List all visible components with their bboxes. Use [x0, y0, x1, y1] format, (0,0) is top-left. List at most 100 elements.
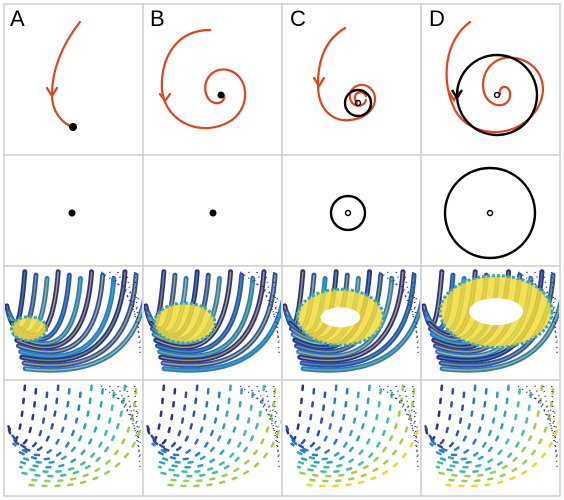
flow-dots: [378, 385, 419, 416]
flow-line: [429, 388, 488, 457]
flow-dots: [517, 385, 558, 416]
flow-line: [301, 275, 415, 367]
panel: [142, 379, 283, 497]
flow-line: [157, 275, 243, 353]
fixed-point: [344, 209, 352, 217]
flow-line: [151, 388, 210, 457]
arrow: [450, 89, 464, 101]
flow-line: [164, 306, 281, 371]
flow-dots: [264, 271, 280, 342]
flow-dots: [542, 385, 558, 457]
flow-dots: [100, 385, 141, 416]
limit-cycle: [329, 194, 367, 232]
flow-line: [286, 391, 327, 450]
panel-label: D: [429, 6, 445, 31]
flow-dots: [378, 271, 419, 301]
arrow: [45, 86, 59, 99]
flow-dots: [109, 271, 141, 315]
panel-label: C: [290, 6, 306, 31]
trajectory-row: [45, 20, 545, 137]
flow-line: [155, 271, 232, 349]
flow-line: [17, 388, 104, 469]
flow-line: [290, 388, 349, 457]
flow-dots: [264, 385, 280, 457]
vortex: [154, 303, 216, 343]
panel: [420, 3, 561, 156]
flow-dots: [125, 385, 141, 457]
vortex: [11, 316, 47, 341]
flow-line: [439, 388, 555, 483]
vortex: [438, 274, 554, 350]
flow-line: [21, 271, 126, 362]
flow-line: [146, 388, 177, 446]
flow-dots: [403, 385, 419, 457]
panel: [420, 379, 561, 497]
flow-line: [442, 306, 559, 371]
flow-dots: [239, 271, 280, 301]
limit-cycle: [443, 166, 537, 260]
flow-line: [425, 391, 466, 450]
limit-cycle: [343, 88, 373, 118]
flow-line: [300, 388, 416, 483]
flow-panel: [283, 384, 420, 488]
panel: [142, 3, 283, 156]
flow-line: [147, 391, 188, 450]
trajectory: [316, 26, 377, 122]
flow-panel: [283, 269, 420, 373]
panel: [3, 3, 144, 156]
flow-panel: [144, 384, 281, 488]
flow-line: [303, 306, 420, 371]
fixed-point: [486, 209, 494, 217]
flow-line: [12, 388, 71, 457]
arrow: [312, 76, 326, 89]
fixed-point: [493, 91, 501, 99]
panel-label: B: [150, 6, 165, 31]
flow-rows: [5, 269, 559, 488]
flow-line: [13, 391, 82, 461]
flow-dots: [256, 385, 280, 443]
fixed-point: [68, 209, 76, 217]
flow-line: [156, 388, 243, 469]
flow-dots: [133, 385, 141, 471]
flow-dots: [534, 385, 558, 443]
flow-line: [18, 275, 104, 353]
flow-dots: [248, 271, 280, 315]
fixed-point: [209, 209, 217, 217]
fixed-point: [354, 99, 362, 107]
panel: [281, 154, 422, 267]
flow-dots: [125, 271, 141, 342]
flow-line: [160, 271, 265, 362]
fixed-point: [217, 91, 225, 99]
flow-dots: [550, 385, 558, 471]
fixed-point: [69, 123, 77, 131]
panel-grid: [3, 3, 561, 497]
panel-label: A: [10, 6, 25, 31]
attractor-row: [68, 166, 537, 260]
flow-line: [285, 388, 316, 446]
flow-line: [19, 278, 115, 357]
flow-line: [8, 391, 49, 450]
flow-panel: [144, 269, 281, 373]
limit-cycle: [455, 53, 539, 137]
trajectory: [160, 28, 247, 130]
flow-line: [16, 271, 93, 349]
panel: [281, 379, 422, 497]
arrow: [158, 92, 172, 103]
vortex: [295, 287, 386, 347]
trajectory: [445, 20, 545, 134]
flow-line: [23, 275, 137, 367]
flow-panel: [5, 384, 142, 488]
flow-dots: [395, 385, 419, 443]
flow-dots: [411, 385, 419, 471]
flow-dots: [272, 385, 280, 471]
panel: [281, 3, 422, 156]
flow-line: [299, 271, 404, 362]
flow-dots: [239, 385, 280, 416]
vortex: [9, 315, 49, 343]
flow-dots: [100, 271, 141, 301]
flow-line: [434, 388, 521, 469]
flow-line: [297, 278, 393, 357]
flow-dots: [117, 385, 141, 443]
flow-line: [440, 275, 554, 367]
